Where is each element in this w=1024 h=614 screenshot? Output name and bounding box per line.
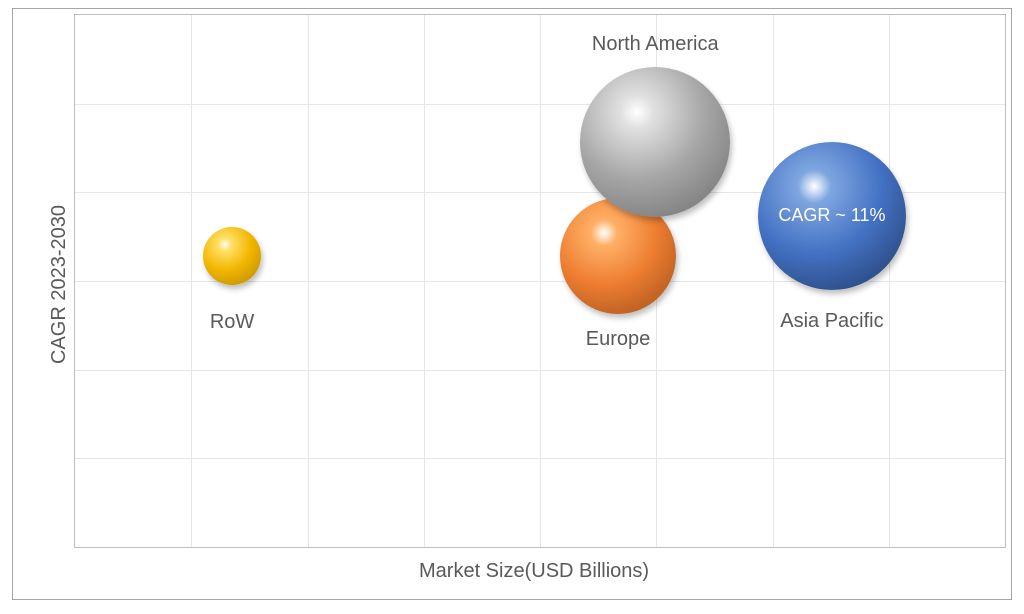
bubble-label-AsiaPacific: Asia Pacific: [732, 310, 932, 333]
grid-line-horizontal: [75, 458, 1005, 459]
bubble-chart: Market Size(USD Billions) CAGR 2023-2030…: [0, 0, 1024, 614]
bubble-label-NorthAmerica: North America: [555, 33, 755, 56]
x-axis-label: Market Size(USD Billions): [419, 560, 649, 583]
bubble-label-Europe: Europe: [518, 328, 718, 351]
bubble-RoW: [203, 227, 261, 285]
y-axis-label: CAGR 2023-2030: [48, 205, 71, 364]
grid-line-horizontal: [75, 370, 1005, 371]
bubble-label-RoW: RoW: [132, 311, 332, 334]
bubble-NorthAmerica: [580, 67, 730, 217]
grid-line-horizontal: [75, 104, 1005, 105]
bubble-inner-label-AsiaPacific: CAGR ~ 11%: [772, 205, 892, 226]
